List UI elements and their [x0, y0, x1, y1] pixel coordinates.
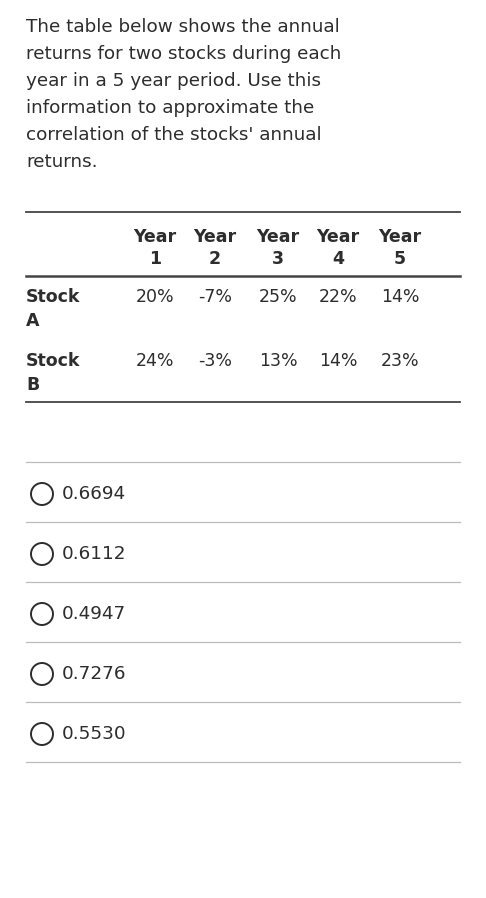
Text: 0.7276: 0.7276 — [62, 665, 126, 683]
Text: returns.: returns. — [26, 153, 98, 171]
Text: 0.6694: 0.6694 — [62, 485, 126, 503]
Text: 0.6112: 0.6112 — [62, 545, 126, 563]
Text: information to approximate the: information to approximate the — [26, 99, 314, 117]
Text: 4: 4 — [332, 250, 344, 268]
Text: Stock: Stock — [26, 352, 80, 370]
Text: B: B — [26, 376, 39, 394]
Text: 14%: 14% — [319, 352, 357, 370]
Text: year in a 5 year period. Use this: year in a 5 year period. Use this — [26, 72, 321, 90]
Text: 24%: 24% — [136, 352, 174, 370]
Text: 13%: 13% — [259, 352, 297, 370]
Text: 5: 5 — [394, 250, 406, 268]
Text: 2: 2 — [209, 250, 221, 268]
Text: -7%: -7% — [198, 288, 232, 306]
Text: Stock: Stock — [26, 288, 80, 306]
Text: 0.5530: 0.5530 — [62, 725, 127, 743]
Text: -3%: -3% — [198, 352, 232, 370]
Text: 25%: 25% — [259, 288, 297, 306]
Text: A: A — [26, 312, 39, 330]
Text: 20%: 20% — [136, 288, 174, 306]
Text: Year: Year — [193, 228, 237, 246]
Text: 23%: 23% — [381, 352, 419, 370]
Text: 22%: 22% — [319, 288, 357, 306]
Text: Year: Year — [257, 228, 299, 246]
Text: 0.4947: 0.4947 — [62, 605, 126, 623]
Text: correlation of the stocks' annual: correlation of the stocks' annual — [26, 126, 322, 144]
Text: 1: 1 — [149, 250, 161, 268]
Text: 14%: 14% — [381, 288, 419, 306]
Text: Year: Year — [379, 228, 421, 246]
Text: The table below shows the annual: The table below shows the annual — [26, 18, 340, 36]
Text: returns for two stocks during each: returns for two stocks during each — [26, 45, 341, 63]
Text: 3: 3 — [272, 250, 284, 268]
Text: Year: Year — [134, 228, 176, 246]
Text: Year: Year — [316, 228, 360, 246]
